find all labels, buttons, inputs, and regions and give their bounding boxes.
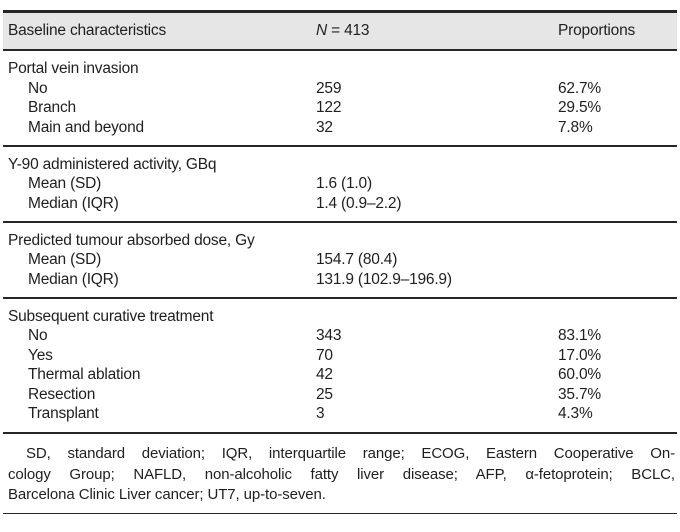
- row-n-value: 25: [316, 385, 333, 403]
- row-proportion-value: 35.7%: [558, 385, 601, 403]
- row-proportion-value: 62.7%: [558, 79, 601, 97]
- baseline-characteristics-table: Baseline characteristics N = 413 Proport…: [3, 10, 677, 514]
- row-label: Thermal ablation: [28, 366, 141, 383]
- table-row: Mean (SD) 154.7 (80.4): [8, 250, 677, 270]
- row-n-value: 42: [316, 366, 333, 383]
- row-n-value: 1.6 (1.0): [316, 175, 372, 192]
- row-proportion-value: [558, 174, 677, 194]
- row-n-value: 70: [316, 346, 333, 364]
- section-title: Y-90 administered activity, GBq: [8, 155, 217, 173]
- row-label: Main and beyond: [28, 118, 144, 136]
- table-row: No 259 62.7%: [8, 79, 677, 99]
- section-predicted-tumour-absorbed-dose: Predicted tumour absorbed dose, Gy Mean …: [3, 223, 677, 298]
- row-n-value: 122: [316, 99, 342, 116]
- section-title: Subsequent curative treatment: [8, 307, 214, 325]
- section-title: Portal vein invasion: [8, 60, 139, 77]
- row-n-value: 131.9 (102.9–196.9): [316, 270, 452, 288]
- table-row: Yes 70 17.0%: [8, 346, 677, 366]
- row-proportion-value: [558, 270, 677, 290]
- table-row: Main and beyond 32 7.8%: [8, 118, 677, 138]
- row-label: No: [28, 79, 48, 97]
- row-proportion-value: [558, 250, 677, 270]
- row-proportion-value: [558, 194, 677, 214]
- top-rule: [3, 10, 677, 13]
- row-n-value: 3: [316, 405, 325, 422]
- table-row: Median (IQR) 131.9 (102.9–196.9): [8, 270, 677, 290]
- row-proportion-value: 4.3%: [558, 405, 593, 422]
- section-title: Predicted tumour absorbed dose, Gy: [8, 231, 255, 249]
- footnote-line: Barcelona Clinic Liver cancer; UT7, up-t…: [8, 486, 326, 503]
- header-rule: [3, 48, 677, 51]
- row-proportion-value: 60.0%: [558, 366, 601, 383]
- row-label: Mean (SD): [28, 175, 102, 192]
- row-proportion-value: 7.8%: [558, 118, 593, 136]
- table-row: Mean (SD) 1.6 (1.0): [8, 174, 677, 194]
- section-separator-rule: [3, 145, 677, 147]
- row-label: Branch: [28, 99, 76, 116]
- section-portal-vein-invasion: Portal vein invasion No 259 62.7% Branch…: [3, 51, 677, 145]
- row-proportion-value: 29.5%: [558, 99, 601, 116]
- footnote-line: cology Group; NAFLD, non-alcoholic fatty…: [8, 465, 675, 483]
- row-n-value: 259: [316, 79, 342, 97]
- table-row: Thermal ablation 42 60.0%: [8, 365, 677, 385]
- table-header-row: Baseline characteristics N = 413 Proport…: [3, 12, 677, 49]
- row-proportion-value: 83.1%: [558, 327, 601, 344]
- footnote-top-rule: [3, 431, 677, 434]
- row-label: Median (IQR): [28, 270, 119, 288]
- header-col-n: N = 413: [316, 21, 558, 41]
- table-footnote: SD, standard deviation; IQR, interquarti…: [8, 444, 675, 506]
- row-label: Median (IQR): [28, 194, 119, 212]
- table-row: No 343 83.1%: [8, 326, 677, 346]
- row-label: Transplant: [28, 405, 99, 422]
- header-n-value: = 413: [327, 21, 370, 39]
- row-label: Resection: [28, 385, 96, 403]
- section-separator-rule: [3, 221, 677, 223]
- table-row: Median (IQR) 1.4 (0.9–2.2): [8, 194, 677, 214]
- row-proportion-value: 17.0%: [558, 346, 601, 364]
- header-col-proportions: Proportions: [558, 21, 636, 39]
- row-n-value: 1.4 (0.9–2.2): [316, 194, 402, 212]
- bottom-rule: [3, 512, 677, 514]
- row-label: Yes: [28, 346, 53, 364]
- row-n-value: 343: [316, 327, 342, 344]
- table-row: Branch 122 29.5%: [8, 98, 677, 118]
- section-y90-administered-activity: Y-90 administered activity, GBq Mean (SD…: [3, 147, 677, 222]
- row-n-value: 32: [316, 118, 333, 136]
- table-row: Resection 25 35.7%: [8, 385, 677, 405]
- row-label: No: [28, 327, 48, 344]
- section-separator-rule: [3, 297, 677, 299]
- header-col-baseline-characteristics: Baseline characteristics: [8, 21, 167, 39]
- footnote-line: SD, standard deviation; IQR, interquarti…: [26, 445, 675, 462]
- section-subsequent-curative-treatment: Subsequent curative treatment No 343 83.…: [3, 299, 677, 432]
- table-row: Transplant 3 4.3%: [8, 404, 677, 424]
- row-label: Mean (SD): [28, 251, 102, 268]
- header-n-symbol: N: [316, 21, 327, 39]
- row-n-value: 154.7 (80.4): [316, 251, 398, 268]
